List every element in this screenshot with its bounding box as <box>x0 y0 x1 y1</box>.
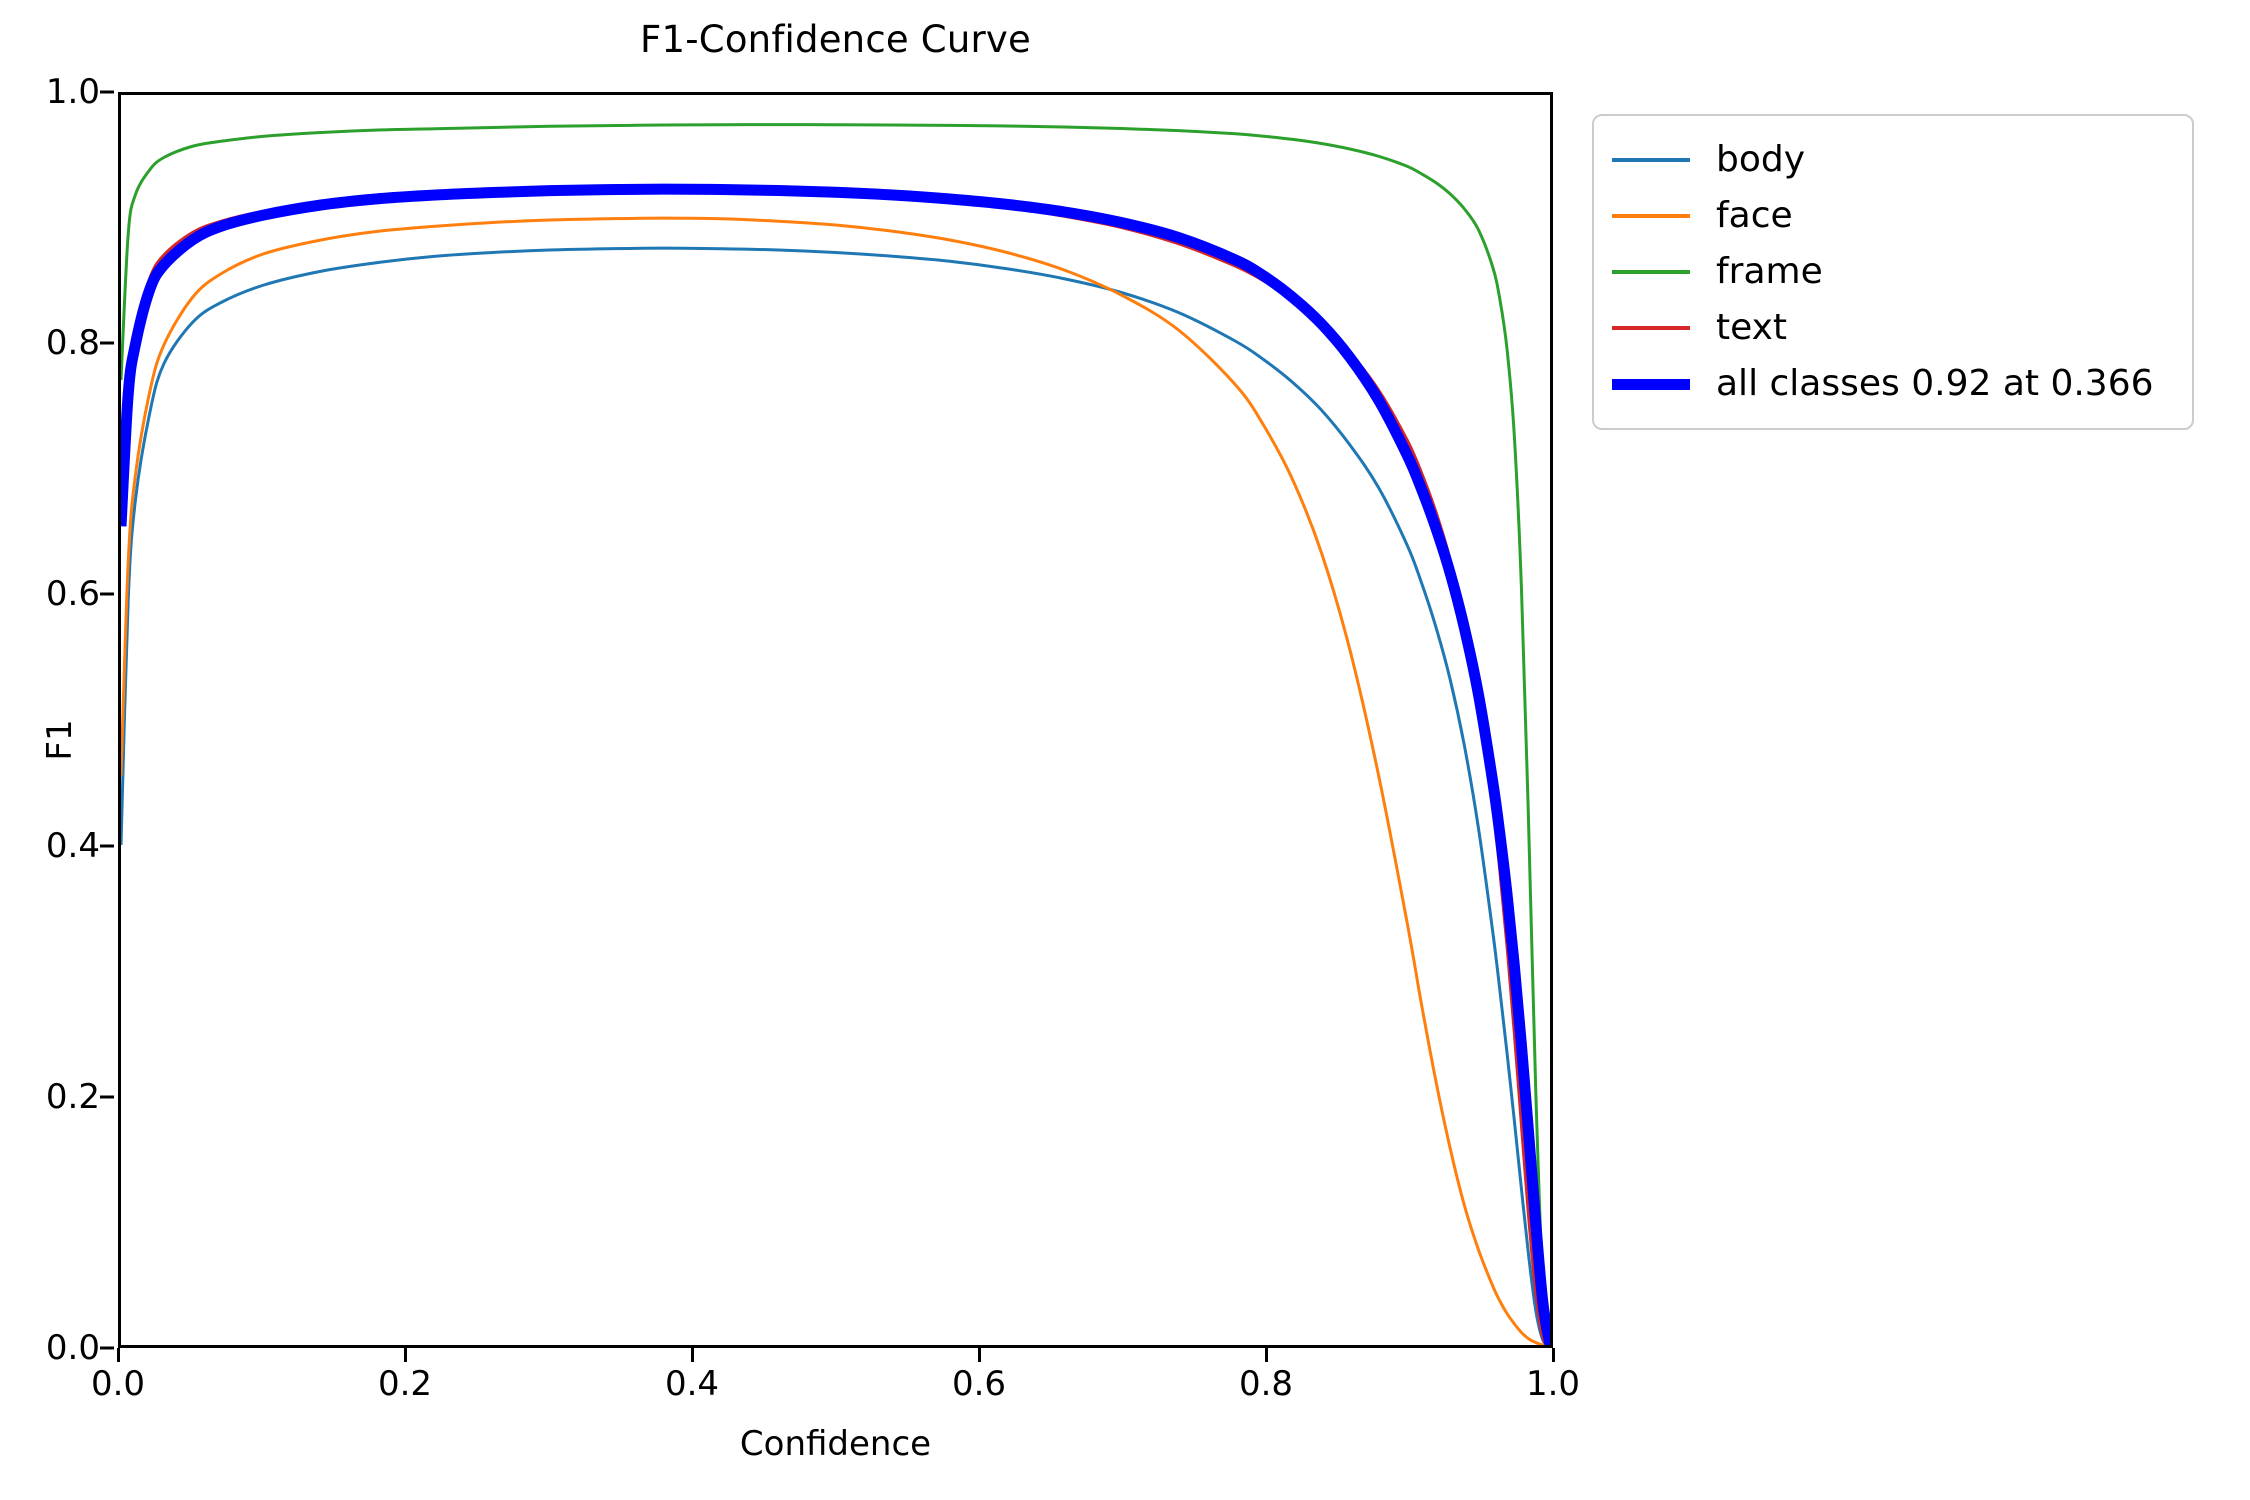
y-axis-ticks: 0.0 0.2 0.4 0.6 0.8 1.0 <box>0 72 114 1368</box>
series-line-frame <box>121 125 1550 1345</box>
x-axis-label: Confidence <box>739 1424 932 1464</box>
x-tick-mark <box>690 1348 694 1362</box>
x-tick-label: 0.4 <box>664 1364 720 1404</box>
legend-row[interactable]: face <box>1612 188 2172 244</box>
legend-label: text <box>1716 307 1788 348</box>
y-tick-mark <box>100 1095 114 1099</box>
x-axis-ticks: 0.0 0.2 0.4 0.6 0.8 1.0 <box>91 1348 1580 1418</box>
x-tick-mark <box>116 1348 120 1362</box>
y-tick-label: 0.6 <box>45 574 100 615</box>
series-line-face <box>121 218 1550 1345</box>
legend-row[interactable]: text <box>1612 300 2172 356</box>
y-tick-label: 0.8 <box>45 323 100 364</box>
legend-swatch-text-icon <box>1612 326 1690 330</box>
x-tick-label: 0.2 <box>377 1364 433 1404</box>
series-line-body <box>121 248 1550 1345</box>
series-line-all <box>121 189 1550 1345</box>
y-tick-label: 1.0 <box>45 72 100 112</box>
x-tick-label: 0.0 <box>90 1364 146 1404</box>
y-tick-mark <box>100 844 114 848</box>
x-tick-label: 0.8 <box>1238 1364 1294 1404</box>
x-tick-label: 1.0 <box>1525 1364 1581 1404</box>
legend-swatch-frame-icon <box>1612 270 1690 274</box>
x-tick-mark <box>1264 1348 1268 1362</box>
page-title: F1-Confidence Curve <box>640 18 1031 61</box>
chart-legend: body face frame text all classes 0.92 at 0.3… <box>1592 114 2194 430</box>
series-line-text <box>121 192 1550 1346</box>
legend-label: all classes 0.92 at 0.366 <box>1716 363 2154 404</box>
y-tick-label: 0.0 <box>45 1328 100 1368</box>
legend-row[interactable]: frame <box>1612 244 2172 300</box>
y-tick-mark <box>100 1346 114 1350</box>
legend-row[interactable]: body <box>1612 132 2172 188</box>
x-tick-label: 0.6 <box>951 1364 1007 1404</box>
legend-label: face <box>1716 195 1793 236</box>
x-tick-mark <box>977 1348 981 1362</box>
legend-swatch-all-icon <box>1612 378 1690 390</box>
y-tick-mark <box>100 592 114 596</box>
x-tick-mark <box>1551 1348 1555 1362</box>
y-tick-mark <box>100 90 114 94</box>
y-tick-label: 0.2 <box>45 1076 100 1117</box>
y-tick-mark <box>100 341 114 345</box>
legend-swatch-body-icon <box>1612 158 1690 162</box>
x-tick-mark <box>403 1348 407 1362</box>
y-tick-label: 0.4 <box>45 825 100 866</box>
curves-layer <box>121 95 1550 1345</box>
legend-label: frame <box>1716 251 1823 292</box>
legend-swatch-face-icon <box>1612 214 1690 218</box>
plot-area <box>118 92 1553 1348</box>
legend-label: body <box>1716 139 1806 180</box>
legend-row[interactable]: all classes 0.92 at 0.366 <box>1612 356 2172 412</box>
